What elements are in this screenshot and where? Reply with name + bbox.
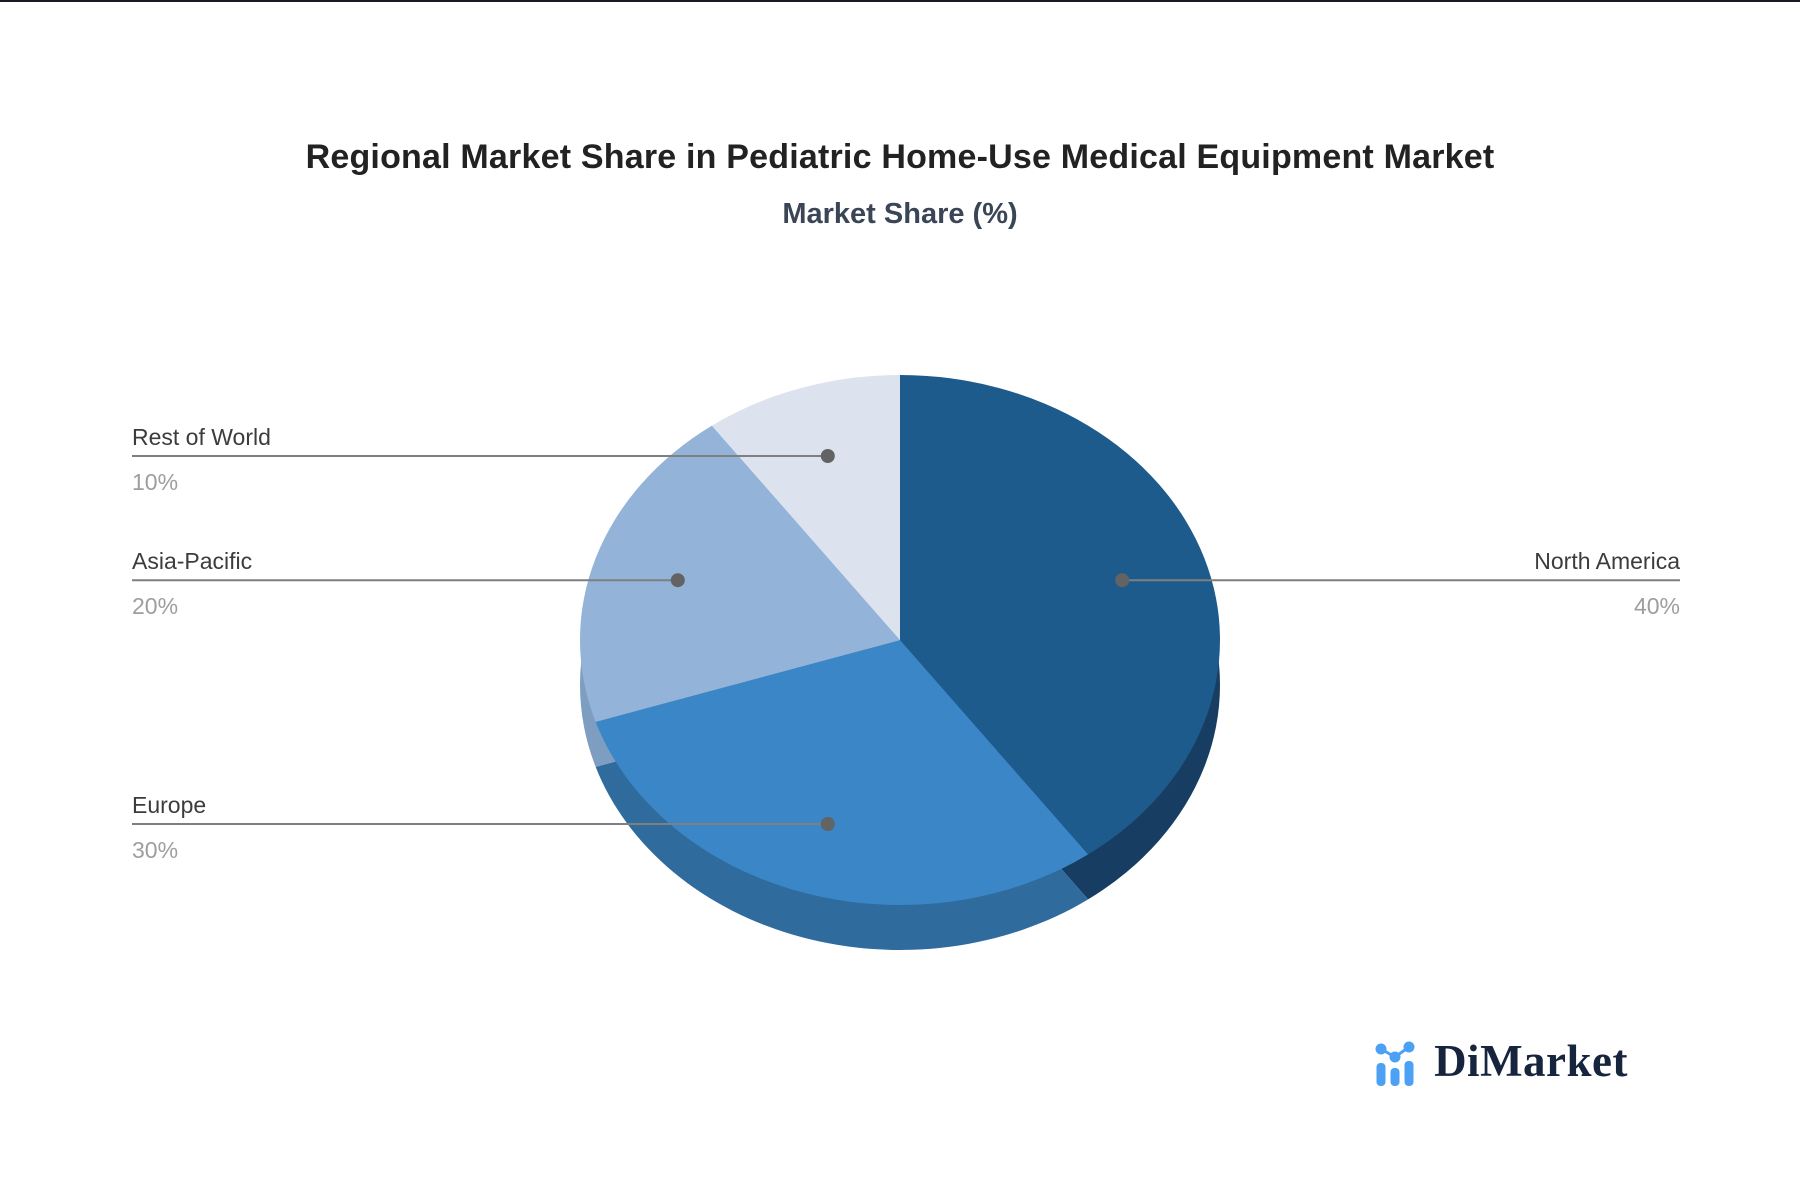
dimarket-logo: DiMarket: [1375, 1036, 1628, 1086]
pie-slice-asia-pacific[interactable]: [579, 425, 900, 722]
logo-wordmark: DiMarket: [1434, 1035, 1628, 1086]
pie-slice-north-america[interactable]: [900, 375, 1220, 855]
slice-label: Rest of World: [132, 424, 271, 450]
leader-dot: [820, 817, 835, 831]
leader-dot: [1115, 573, 1130, 588]
slice-percent: 20%: [132, 593, 178, 619]
leader-dot: [670, 573, 685, 588]
pie-slice-rest-of-world[interactable]: [711, 375, 900, 640]
chart-title: Regional Market Share in Pediatric Home-…: [305, 138, 1495, 176]
bar-line-chart-icon: [1375, 1041, 1415, 1086]
pie-slice-europe[interactable]: [595, 640, 1089, 906]
slice-percent: 10%: [132, 469, 178, 495]
slice-percent: 30%: [132, 837, 178, 863]
slice-label: Europe: [132, 792, 206, 818]
slice-label: North America: [1534, 548, 1680, 574]
window-top-border: [0, 0, 1800, 2]
chart-subtitle: Market Share (%): [782, 198, 1018, 230]
leader-dot: [820, 449, 835, 463]
slice-percent: 40%: [1634, 593, 1680, 619]
slice-label: Asia-Pacific: [132, 548, 252, 574]
